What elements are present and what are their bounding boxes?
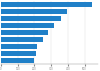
Bar — [1, 30, 48, 35]
Bar — [1, 37, 43, 42]
Bar — [1, 23, 54, 28]
Bar — [1, 51, 36, 56]
Bar — [1, 58, 34, 63]
Bar — [1, 9, 67, 14]
Bar — [1, 2, 92, 7]
Bar — [1, 16, 62, 21]
Bar — [1, 44, 37, 49]
